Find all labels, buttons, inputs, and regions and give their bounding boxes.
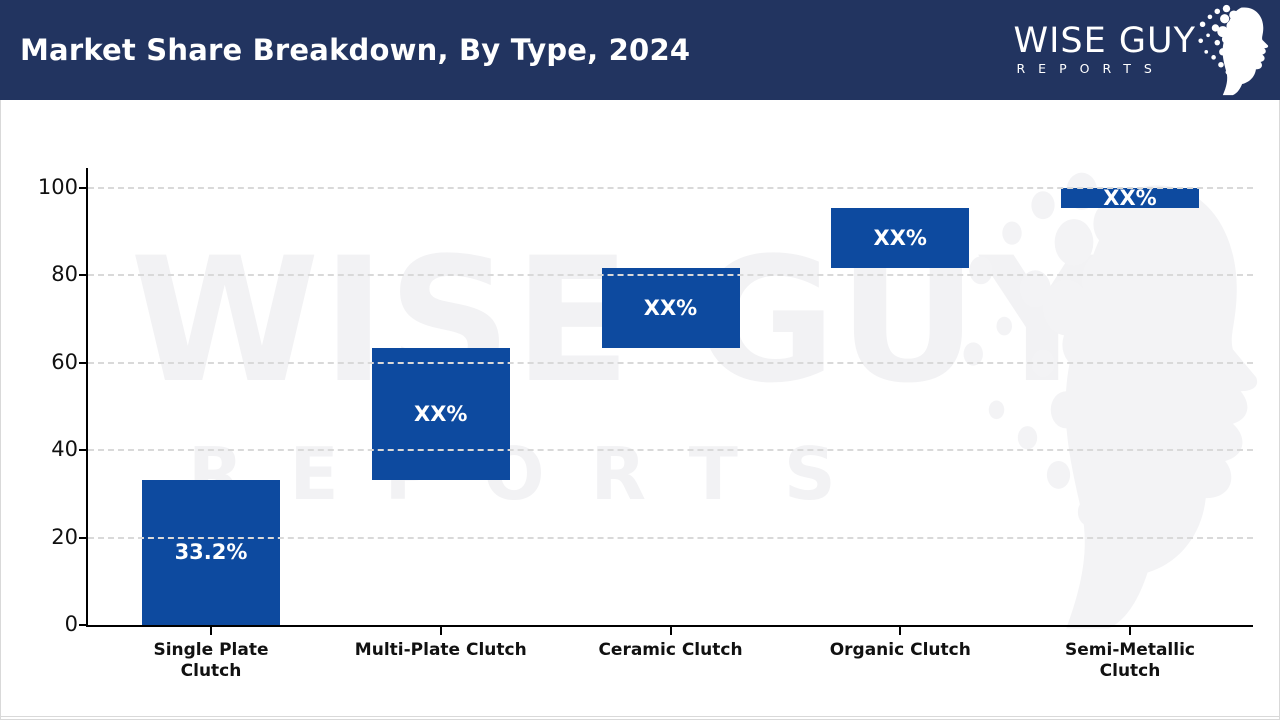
bar-segment [601,267,740,348]
bar-value-label: 33.2% [174,540,248,565]
gridline [88,449,1253,452]
x-tick-label: Multi-Plate Clutch [354,640,527,660]
bar-segment [1061,188,1199,208]
bar-segment [142,479,280,625]
bar-value-label: XX% [643,295,698,320]
x-tick-label: Organic Clutch [829,640,971,660]
logo-subtitle: REPORTS [1016,61,1165,77]
y-axis-line [86,168,88,627]
x-tick-mark [669,627,672,635]
gridline [88,361,1253,364]
y-tick-label: 60 [51,349,78,374]
watermark-face-icon [963,172,1258,629]
x-tick-label: Semi-Metallic Clutch [1065,640,1195,682]
bar-value-label: XX% [873,225,927,250]
y-tick-mark [79,361,87,364]
y-tick-label: 100 [37,175,78,199]
y-tick-mark [79,624,87,626]
wise-guy-logo: WISE GUY REPORTS [1013,4,1274,96]
bar-segment [371,347,510,480]
y-tick-label: 0 [64,612,78,636]
x-tick-mark [899,627,902,635]
bar-value-label: XX% [1103,185,1157,210]
gridline [88,536,1253,539]
y-tick-label: 40 [51,437,78,462]
x-tick-label: Ceramic Clutch [598,640,743,660]
y-tick-mark [79,449,87,452]
header: Market Share Breakdown, By Type, 2024 WI… [0,0,1280,100]
y-tick-mark [79,536,87,539]
gridline [88,274,1253,277]
bottom-divider [0,716,1280,717]
x-tick-mark [439,627,442,635]
x-axis-line [86,625,1253,627]
x-tick-mark [210,627,212,635]
y-tick-label: 20 [51,524,78,549]
y-tick-label: 80 [51,262,78,287]
gridline [88,187,1253,189]
y-tick-mark [79,274,87,277]
page-title: Market Share Breakdown, By Type, 2024 [20,33,691,67]
x-tick-mark [1129,627,1131,635]
y-tick-mark [79,187,87,189]
bar-value-label: XX% [414,401,468,426]
x-tick-label: Single Plate Clutch [153,640,269,682]
logo-wordmark: WISE GUY [1013,21,1196,62]
logo-face-icon [1198,4,1269,96]
bar-segment [831,207,970,268]
